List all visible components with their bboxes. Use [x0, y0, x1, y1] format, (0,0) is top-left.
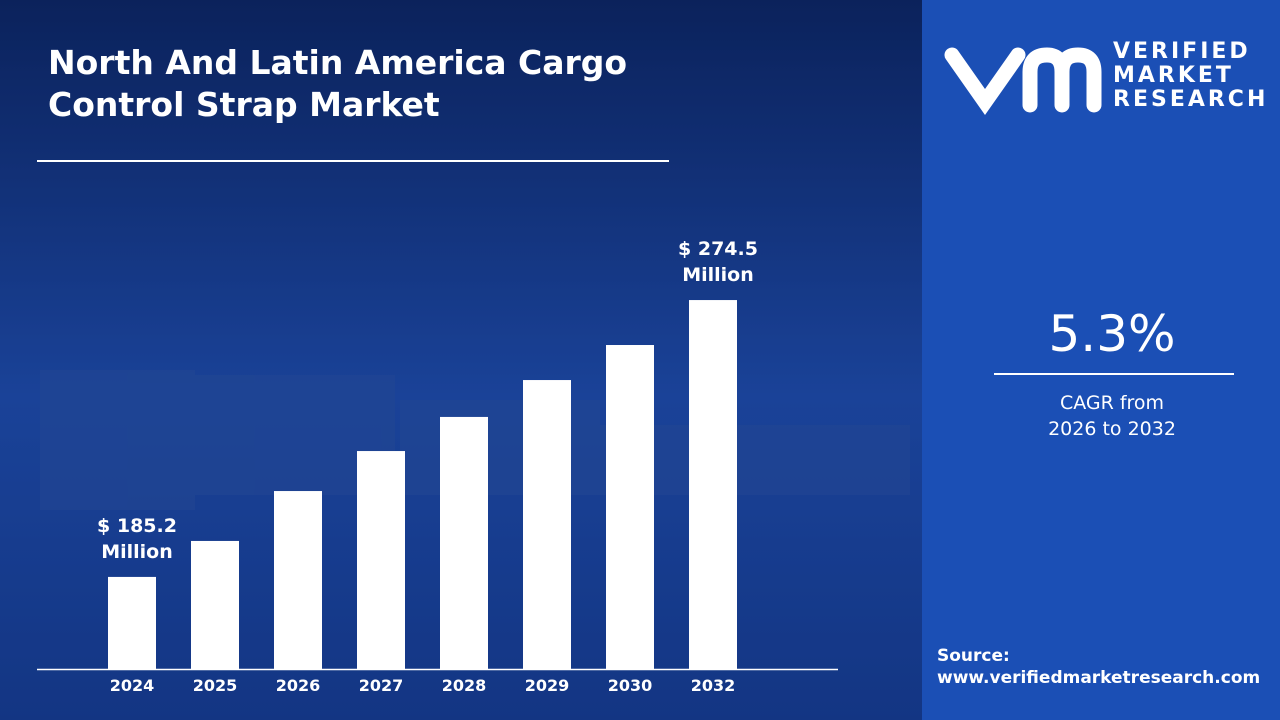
- bar: [357, 451, 405, 669]
- logo-mark: [944, 47, 1102, 116]
- side-panel: [922, 0, 1280, 720]
- source-label: Source:: [937, 646, 1010, 666]
- bar: [440, 416, 488, 669]
- bar: [523, 380, 571, 669]
- logo-text: RESEARCH: [1113, 87, 1269, 112]
- x-tick-label: 2028: [441, 676, 487, 695]
- bar: [274, 491, 322, 669]
- source-url: www.verifiedmarketresearch.com: [937, 668, 1261, 688]
- logo-text: VERIFIED: [1113, 39, 1251, 64]
- cagr-value: 5.3%: [1048, 305, 1176, 363]
- x-tick-label: 2032: [690, 676, 736, 695]
- x-tick-label: 2029: [524, 676, 570, 695]
- x-tick-label: 2027: [358, 676, 404, 695]
- data-label: $ 274.5 Million: [678, 238, 758, 287]
- bar: [606, 345, 654, 669]
- bar: [108, 576, 156, 669]
- bar: [191, 540, 239, 669]
- logo-text: MARKET: [1113, 63, 1234, 88]
- x-tick-label: 2025: [192, 676, 238, 695]
- chart-title: North And Latin America Cargo Control St…: [48, 43, 628, 124]
- x-tick-label: 2026: [275, 676, 321, 695]
- data-label: $ 185.2 Million: [97, 514, 177, 563]
- bar: [689, 300, 737, 669]
- cagr-label: CAGR from 2026 to 2032: [1048, 392, 1176, 440]
- x-tick-label: 2030: [607, 676, 653, 695]
- x-tick-label: 2024: [109, 676, 155, 695]
